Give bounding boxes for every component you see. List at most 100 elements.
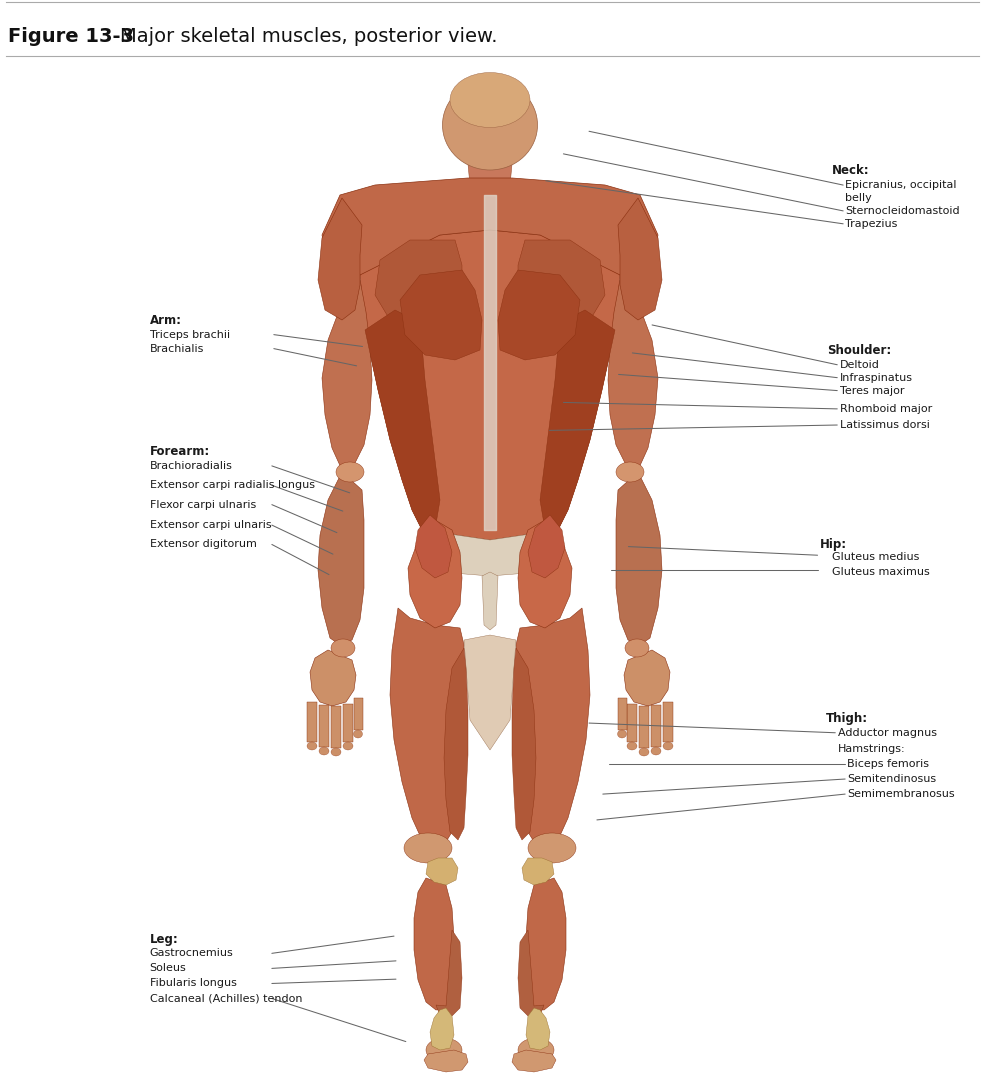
Ellipse shape <box>354 730 362 738</box>
Bar <box>618 698 627 730</box>
Polygon shape <box>518 520 572 628</box>
Text: Biceps femoris: Biceps femoris <box>847 759 929 769</box>
Text: Major skeletal muscles, posterior view.: Major skeletal muscles, posterior view. <box>120 27 497 45</box>
Text: Fibularis longus: Fibularis longus <box>150 978 236 989</box>
Text: Epicranius, occipital: Epicranius, occipital <box>845 180 956 190</box>
Text: Gastrocnemius: Gastrocnemius <box>150 948 233 959</box>
Text: Shoulder:: Shoulder: <box>827 344 891 357</box>
Polygon shape <box>318 472 364 645</box>
Polygon shape <box>360 225 620 540</box>
Text: Flexor carpi ulnaris: Flexor carpi ulnaris <box>150 499 256 510</box>
Bar <box>651 705 661 747</box>
Text: Hamstrings:: Hamstrings: <box>838 744 906 754</box>
Text: Calcaneal (Achilles) tendon: Calcaneal (Achilles) tendon <box>150 993 302 1004</box>
Ellipse shape <box>307 742 317 750</box>
Text: Soleus: Soleus <box>150 963 186 974</box>
Text: Brachioradialis: Brachioradialis <box>150 461 232 471</box>
Ellipse shape <box>616 462 644 482</box>
Ellipse shape <box>336 462 364 482</box>
Polygon shape <box>526 878 566 1010</box>
Text: Extensor digitorum: Extensor digitorum <box>150 539 257 550</box>
Polygon shape <box>414 878 454 1010</box>
Bar <box>307 702 317 742</box>
Text: Latissimus dorsi: Latissimus dorsi <box>840 420 930 430</box>
Ellipse shape <box>518 1038 554 1062</box>
Polygon shape <box>310 650 356 706</box>
Text: Extensor carpi ulnaris: Extensor carpi ulnaris <box>150 520 271 530</box>
Ellipse shape <box>442 80 538 170</box>
Bar <box>319 705 329 747</box>
Bar <box>663 702 673 742</box>
Polygon shape <box>482 572 498 631</box>
Polygon shape <box>390 608 464 848</box>
Polygon shape <box>518 240 605 330</box>
Polygon shape <box>498 270 580 360</box>
Polygon shape <box>616 472 662 645</box>
Text: Hip:: Hip: <box>820 538 847 551</box>
Text: Trapezius: Trapezius <box>845 218 897 229</box>
Polygon shape <box>400 270 482 360</box>
Text: Gluteus medius: Gluteus medius <box>832 552 920 563</box>
Polygon shape <box>322 178 658 275</box>
Ellipse shape <box>404 833 452 863</box>
Polygon shape <box>365 310 440 530</box>
Text: Neck:: Neck: <box>832 164 870 176</box>
Polygon shape <box>436 930 462 1018</box>
Polygon shape <box>608 280 658 470</box>
Polygon shape <box>518 930 544 1018</box>
Ellipse shape <box>497 109 519 121</box>
Polygon shape <box>426 858 458 884</box>
Polygon shape <box>444 648 468 840</box>
Text: Deltoid: Deltoid <box>840 359 880 370</box>
Polygon shape <box>464 635 516 750</box>
Text: Leg:: Leg: <box>150 933 178 946</box>
Text: Gluteus maximus: Gluteus maximus <box>832 567 930 578</box>
Ellipse shape <box>343 742 353 750</box>
Text: Sternocleidomastoid: Sternocleidomastoid <box>845 206 959 216</box>
Polygon shape <box>526 1008 550 1050</box>
Polygon shape <box>318 198 362 320</box>
Ellipse shape <box>625 639 649 657</box>
Ellipse shape <box>331 748 341 756</box>
Text: Forearm:: Forearm: <box>150 445 210 458</box>
Text: Rhomboid major: Rhomboid major <box>840 404 933 414</box>
Ellipse shape <box>651 747 661 755</box>
Ellipse shape <box>627 742 637 750</box>
Bar <box>627 704 637 742</box>
Text: Thigh:: Thigh: <box>825 712 868 725</box>
Text: Extensor carpi radialis longus: Extensor carpi radialis longus <box>150 480 315 491</box>
Ellipse shape <box>450 72 530 127</box>
Polygon shape <box>375 240 462 330</box>
Text: Figure 13-3: Figure 13-3 <box>8 27 134 45</box>
Text: Semimembranosus: Semimembranosus <box>847 789 954 799</box>
Text: Brachialis: Brachialis <box>150 343 204 354</box>
Bar <box>343 704 353 742</box>
Ellipse shape <box>639 748 649 756</box>
Polygon shape <box>430 1008 454 1050</box>
Text: Semitendinosus: Semitendinosus <box>847 774 936 784</box>
Ellipse shape <box>528 833 576 863</box>
Ellipse shape <box>618 730 626 738</box>
Polygon shape <box>322 280 372 470</box>
Polygon shape <box>512 1050 556 1072</box>
Polygon shape <box>624 650 670 706</box>
Polygon shape <box>408 520 462 628</box>
Polygon shape <box>522 858 554 884</box>
Polygon shape <box>468 164 512 185</box>
Ellipse shape <box>426 1038 462 1062</box>
Polygon shape <box>415 530 565 576</box>
Ellipse shape <box>331 639 355 657</box>
Polygon shape <box>415 515 452 578</box>
Bar <box>354 698 363 730</box>
Ellipse shape <box>461 109 483 121</box>
Ellipse shape <box>319 747 329 755</box>
Polygon shape <box>540 310 615 530</box>
Text: Adductor magnus: Adductor magnus <box>838 727 938 738</box>
Polygon shape <box>516 608 590 848</box>
Text: Triceps brachii: Triceps brachii <box>150 329 230 340</box>
Text: Teres major: Teres major <box>840 385 904 396</box>
Polygon shape <box>512 648 536 840</box>
Polygon shape <box>528 515 565 578</box>
Bar <box>639 706 649 748</box>
Bar <box>331 706 341 748</box>
